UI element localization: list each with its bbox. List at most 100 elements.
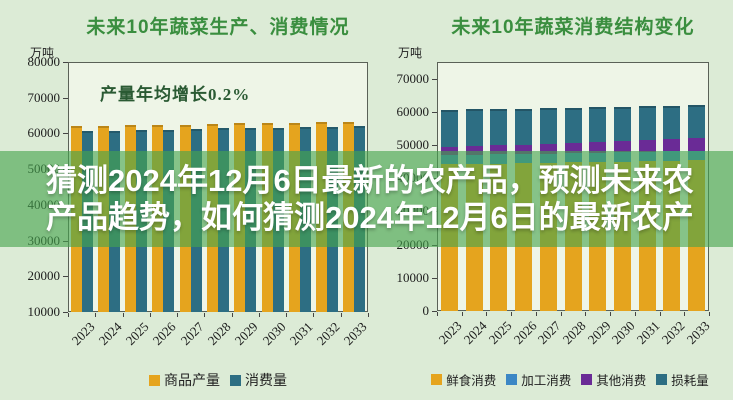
x-axis-label: 2032 (658, 318, 688, 347)
x-axis-label: 2027 (177, 319, 207, 348)
y-axis-label: 10000 (27, 304, 61, 319)
y-axis-label: 10000 (396, 269, 430, 285)
bar-segment-2 (688, 138, 706, 151)
x-axis-label: 2027 (534, 318, 564, 347)
caption-line-2: 产品趋势，如何猜测2024年12月6日的最新农产 (46, 200, 694, 235)
x-axis-label: 2025 (122, 319, 152, 348)
x-axis-tick (610, 312, 612, 316)
x-axis-label: 2030 (609, 318, 639, 347)
y-axis-tick (432, 145, 437, 146)
x-axis-label: 2025 (485, 318, 515, 347)
legend-item: 消费量 (230, 370, 287, 390)
legend-swatch (431, 374, 443, 385)
x-axis-tick (585, 312, 587, 316)
x-axis-tick (684, 312, 686, 316)
legend-swatch (506, 374, 518, 385)
bar-segment-2 (539, 144, 557, 154)
left-legend: 商品产量 消费量 (68, 370, 368, 390)
x-axis-label: 2026 (150, 319, 180, 348)
x-axis-label: 2029 (584, 318, 614, 347)
bar-segment-3 (490, 109, 508, 146)
x-axis-tick (437, 312, 438, 316)
y-axis-tick (63, 276, 68, 278)
x-axis-label: 2031 (633, 318, 663, 347)
bar-segment-3 (663, 105, 681, 139)
y-axis-label: 80000 (27, 54, 61, 69)
x-axis-label: 2026 (510, 318, 540, 347)
legend-label: 加工消费 (521, 374, 572, 388)
legend-item: 损耗量 (656, 370, 709, 389)
x-axis-tick (709, 312, 710, 316)
x-axis-tick (204, 313, 206, 317)
x-axis-tick (461, 312, 463, 316)
x-axis-label: 2029 (231, 319, 261, 348)
bar-segment-2 (440, 146, 458, 155)
y-axis-tick (63, 312, 68, 313)
right-unit-label: 万吨 (398, 46, 423, 60)
bar-segment-3 (589, 107, 607, 142)
legend-label: 鲜食消费 (446, 374, 497, 388)
x-axis-label: 2024 (95, 319, 125, 348)
bar-segment-3 (613, 106, 631, 141)
bar-segment-3 (564, 107, 582, 143)
x-axis-tick (634, 312, 636, 316)
x-axis-tick (68, 313, 69, 317)
x-axis-label: 2028 (559, 318, 589, 347)
x-axis-tick (313, 313, 315, 317)
legend-item: 商品产量 (149, 370, 220, 390)
bar-segment-3 (440, 109, 458, 147)
legend-item: 其他消费 (581, 370, 646, 389)
legend-label: 消费量 (245, 374, 287, 389)
bar-segment-2 (638, 140, 656, 152)
x-axis-label: 2023 (68, 319, 98, 348)
y-axis-label: 60000 (27, 125, 61, 141)
x-axis-tick (258, 313, 260, 317)
y-axis-label: 0 (422, 303, 430, 318)
y-axis-tick (63, 133, 68, 135)
x-axis-tick (511, 312, 513, 316)
bar-segment-2 (465, 145, 483, 155)
x-axis-tick (486, 312, 488, 316)
bar-segment-3 (465, 109, 483, 146)
left-unit-label: 万吨 (30, 46, 55, 60)
caption-line-1: 猜测2024年12月6日最新的农产品，预测未来农 (46, 163, 694, 198)
y-axis-tick (432, 311, 437, 312)
x-axis-label: 2033 (340, 319, 370, 348)
bar-segment-2 (589, 142, 607, 153)
y-axis-tick (63, 97, 68, 99)
y-axis-label: 20000 (27, 268, 61, 284)
y-axis-tick (432, 78, 437, 80)
x-axis-tick (231, 313, 233, 317)
legend-item: 加工消费 (506, 370, 571, 389)
y-axis-tick (63, 62, 68, 63)
x-axis-label: 2023 (435, 318, 465, 347)
x-axis-tick (340, 313, 342, 317)
bar-segment-2 (515, 144, 533, 154)
legend-swatch (656, 374, 668, 385)
y-axis-label: 60000 (396, 103, 430, 119)
bar-segment-2 (490, 145, 508, 155)
legend-item: 鲜食消费 (431, 370, 496, 389)
x-axis-tick (149, 313, 151, 317)
bar-segment-2 (663, 139, 681, 152)
legend-label: 商品产量 (164, 374, 220, 389)
x-axis-label: 2033 (683, 318, 713, 347)
x-axis-label: 2032 (313, 319, 343, 348)
bar-segment-2 (613, 141, 631, 153)
x-axis-tick (368, 313, 369, 317)
x-axis-tick (95, 313, 97, 317)
legend-swatch (230, 374, 241, 386)
bar-segment-3 (515, 108, 533, 145)
x-axis-label: 2031 (286, 319, 316, 348)
x-axis-label: 2028 (204, 319, 234, 348)
bar-segment-2 (564, 143, 582, 153)
x-axis-tick (659, 312, 661, 316)
legend-swatch (149, 374, 160, 386)
y-axis-label: 50000 (396, 137, 430, 152)
right-legend: 鲜食消费 加工消费 其他消费 损耗量 (420, 370, 720, 389)
bar-segment-3 (539, 108, 557, 144)
legend-label: 损耗量 (671, 374, 709, 388)
x-axis-label: 2030 (259, 319, 289, 348)
y-axis-label: 70000 (396, 70, 430, 86)
